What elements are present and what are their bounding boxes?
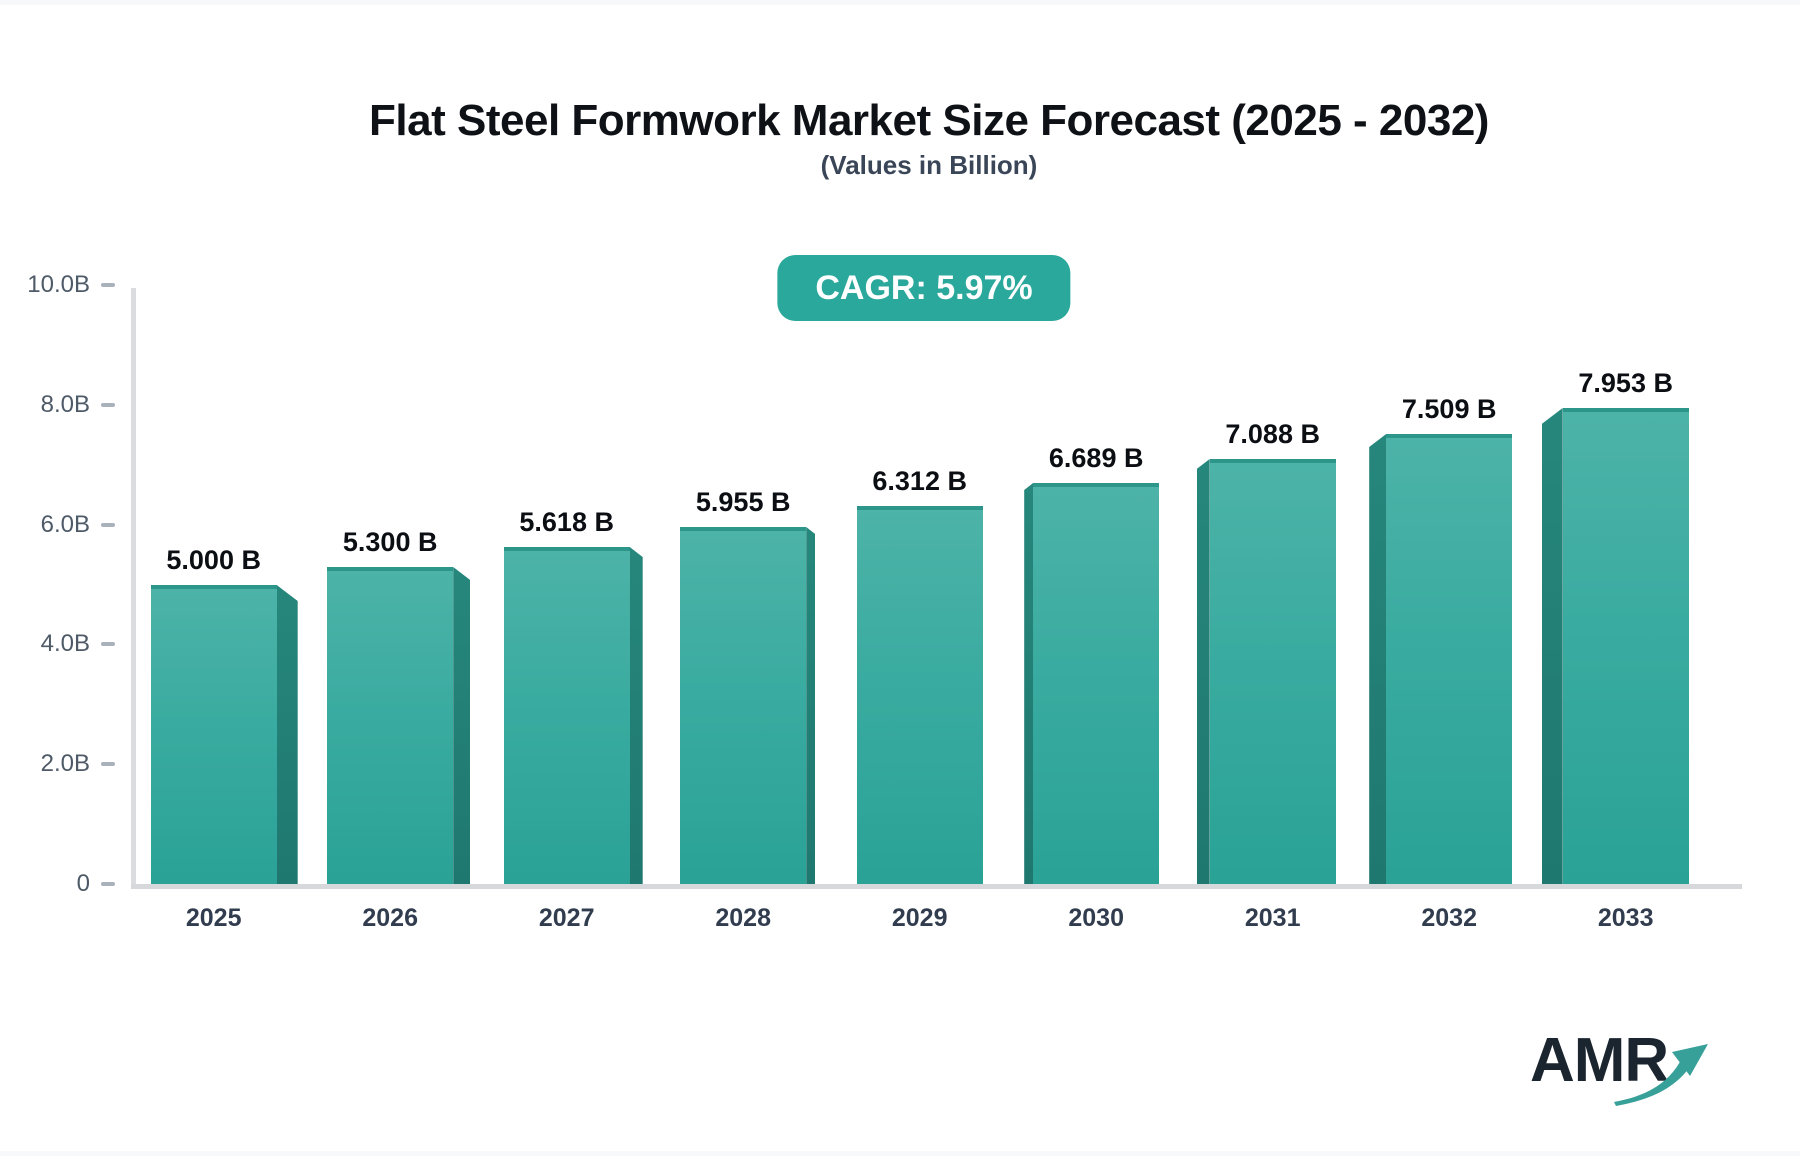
growth-arrow-icon xyxy=(1614,1044,1708,1106)
bar-value-label-2026: 5.300 B xyxy=(342,527,438,557)
bar-2026[interactable] xyxy=(327,567,454,884)
y-tick-mark xyxy=(101,522,115,527)
brand-logo-text: AMR xyxy=(1530,1026,1669,1095)
y-tick-label: 2.0B xyxy=(40,750,90,778)
bar-value-label-2027: 5.618 B xyxy=(519,507,614,537)
brand-logo: AMR xyxy=(1530,1030,1710,1110)
y-tick-label: 4.0B xyxy=(40,630,90,658)
bar-value-label-2033: 7.953 B xyxy=(1578,368,1673,398)
bar-2033[interactable] xyxy=(1562,408,1689,884)
bar-side-2027 xyxy=(629,547,643,884)
bar-2032[interactable] xyxy=(1386,434,1513,884)
bar-side-2033 xyxy=(1541,408,1563,884)
bar-value-label-2029: 6.312 B xyxy=(872,466,967,496)
x-tick-label-2033: 2033 xyxy=(1597,904,1654,932)
cagr-badge: CAGR: 5.97% xyxy=(777,255,1071,321)
y-tick-label: 6.0B xyxy=(40,510,90,538)
y-tick-mark xyxy=(101,283,115,287)
bar-side-2025 xyxy=(276,585,298,884)
bar-value-label-2030: 6.689 B xyxy=(1048,443,1144,473)
page-subtitle: (Values in Billion) xyxy=(820,150,1038,180)
bar-side-2026 xyxy=(453,567,471,884)
bar-value-label-2025: 5.000 B xyxy=(166,545,261,575)
bar-2025[interactable] xyxy=(150,585,277,884)
y-tick-mark xyxy=(101,882,115,886)
bar-2029[interactable] xyxy=(856,506,983,884)
bar-2027[interactable] xyxy=(503,547,630,884)
y-tick-mark xyxy=(101,402,115,407)
bar-2031[interactable] xyxy=(1209,459,1336,884)
bar-value-label-2028: 5.955 B xyxy=(695,487,791,517)
y-tick-label: 10.0B xyxy=(27,271,90,298)
x-tick-label-2031: 2031 xyxy=(1244,904,1301,932)
x-tick-label-2026: 2026 xyxy=(362,904,418,932)
bar-2028[interactable] xyxy=(680,527,807,884)
top-edge-strip xyxy=(0,0,1800,5)
y-tick-mark xyxy=(101,642,115,647)
bar-side-2030 xyxy=(1024,483,1034,884)
x-tick-label-2028: 2028 xyxy=(715,904,771,932)
bar-side-2032 xyxy=(1369,434,1387,884)
bar-side-2028 xyxy=(806,527,816,884)
x-axis-baseline xyxy=(131,884,1742,889)
bottom-edge-strip xyxy=(0,1151,1800,1156)
y-tick-mark xyxy=(101,762,115,767)
bar-side-2031 xyxy=(1196,459,1210,884)
page-title: Flat Steel Formwork Market Size Forecast… xyxy=(369,96,1489,145)
x-tick-label-2030: 2030 xyxy=(1068,904,1124,932)
bar-2030[interactable] xyxy=(1033,483,1160,884)
x-tick-label-2029: 2029 xyxy=(891,904,948,932)
bar-value-label-2031: 7.088 B xyxy=(1225,419,1320,449)
y-axis-line xyxy=(131,288,136,889)
bar-value-label-2032: 7.509 B xyxy=(1401,394,1497,424)
x-tick-label-2025: 2025 xyxy=(185,904,242,932)
y-tick-label: 8.0B xyxy=(40,390,90,418)
x-tick-label-2032: 2032 xyxy=(1421,904,1477,932)
x-tick-label-2027: 2027 xyxy=(538,904,595,932)
y-tick-label: 0 xyxy=(76,870,90,897)
